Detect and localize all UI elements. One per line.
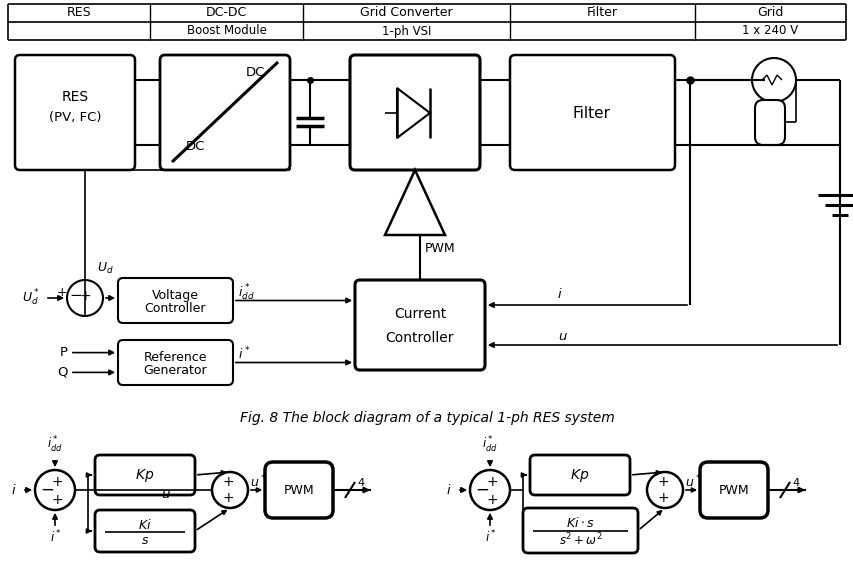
Text: i: i <box>446 483 450 496</box>
Text: Q: Q <box>57 366 68 379</box>
Text: Filter: Filter <box>586 7 618 20</box>
FancyBboxPatch shape <box>699 462 767 518</box>
Text: $u^*$: $u^*$ <box>684 474 700 490</box>
Text: (PV, FC): (PV, FC) <box>49 111 102 125</box>
FancyBboxPatch shape <box>160 55 290 170</box>
Text: +: + <box>222 491 234 505</box>
Text: +: + <box>485 493 497 507</box>
Text: $Kp$: $Kp$ <box>570 466 589 483</box>
Text: $u^*$: $u^*$ <box>250 474 266 490</box>
Text: 1 x 240 V: 1 x 240 V <box>741 25 798 38</box>
Circle shape <box>469 470 509 510</box>
FancyBboxPatch shape <box>95 455 194 495</box>
Circle shape <box>751 58 795 102</box>
Text: +: + <box>56 287 67 300</box>
Text: $i^*$: $i^*$ <box>50 529 61 545</box>
Text: −: − <box>40 481 54 499</box>
Circle shape <box>67 280 103 316</box>
FancyBboxPatch shape <box>15 55 135 170</box>
Text: $U_d$: $U_d$ <box>97 260 113 275</box>
Text: i: i <box>12 483 15 496</box>
Text: DC-DC: DC-DC <box>206 7 247 20</box>
Text: $s^2+\omega^2$: $s^2+\omega^2$ <box>558 532 601 549</box>
Text: Generator: Generator <box>143 364 207 377</box>
Text: Controller: Controller <box>386 332 454 346</box>
Text: +: + <box>51 475 63 489</box>
Text: $Kp$: $Kp$ <box>136 466 154 483</box>
FancyBboxPatch shape <box>95 510 194 552</box>
Text: Filter: Filter <box>572 106 610 120</box>
Text: RES: RES <box>67 7 91 20</box>
Text: PWM: PWM <box>718 483 748 496</box>
Polygon shape <box>385 170 444 235</box>
Text: $i^*$: $i^*$ <box>238 346 250 363</box>
Text: $i_{dd}^*$: $i_{dd}^*$ <box>481 435 497 455</box>
FancyBboxPatch shape <box>522 508 637 553</box>
Text: u: u <box>557 330 566 343</box>
Text: +: + <box>79 289 90 303</box>
Circle shape <box>647 472 682 508</box>
FancyBboxPatch shape <box>118 340 233 385</box>
Text: +: + <box>657 491 668 505</box>
Text: $i_{dd}^*$: $i_{dd}^*$ <box>238 282 254 302</box>
Text: −: − <box>70 288 82 303</box>
Text: P: P <box>60 346 68 359</box>
Text: Reference: Reference <box>143 351 207 364</box>
Text: $U_d^*$: $U_d^*$ <box>22 288 40 308</box>
Circle shape <box>35 470 75 510</box>
FancyBboxPatch shape <box>754 100 784 145</box>
Text: +: + <box>222 475 234 489</box>
Text: PWM: PWM <box>283 483 314 496</box>
Text: +: + <box>657 475 668 489</box>
Text: u: u <box>160 488 169 501</box>
FancyBboxPatch shape <box>509 55 674 170</box>
FancyBboxPatch shape <box>118 278 233 323</box>
Text: Controller: Controller <box>144 302 206 315</box>
Text: Boost Module: Boost Module <box>186 25 266 38</box>
Text: 1-ph VSI: 1-ph VSI <box>381 25 431 38</box>
Text: RES: RES <box>61 90 89 104</box>
Text: +: + <box>51 493 63 507</box>
Text: $s$: $s$ <box>141 534 149 547</box>
FancyBboxPatch shape <box>530 455 630 495</box>
Text: Current: Current <box>393 307 445 321</box>
Text: $i^*$: $i^*$ <box>485 529 496 545</box>
Text: $Ki$: $Ki$ <box>138 518 152 532</box>
Text: −: − <box>474 481 489 499</box>
Circle shape <box>212 472 247 508</box>
FancyBboxPatch shape <box>355 280 485 370</box>
Text: 4: 4 <box>791 478 798 488</box>
Text: i: i <box>557 288 561 301</box>
Text: Grid: Grid <box>757 7 783 20</box>
Text: PWM: PWM <box>425 242 456 255</box>
Text: Fig. 8 The block diagram of a typical 1-ph RES system: Fig. 8 The block diagram of a typical 1-… <box>240 411 613 425</box>
Text: 4: 4 <box>357 478 363 488</box>
FancyBboxPatch shape <box>350 55 479 170</box>
Text: DC: DC <box>245 66 264 79</box>
FancyBboxPatch shape <box>264 462 333 518</box>
Polygon shape <box>397 88 430 138</box>
Text: DC: DC <box>185 140 205 153</box>
Text: $Ki \cdot s$: $Ki \cdot s$ <box>566 516 595 530</box>
Text: $i_{dd}^*$: $i_{dd}^*$ <box>47 435 62 455</box>
Text: +: + <box>485 475 497 489</box>
Text: Voltage: Voltage <box>152 289 199 302</box>
Text: Grid Converter: Grid Converter <box>360 7 452 20</box>
